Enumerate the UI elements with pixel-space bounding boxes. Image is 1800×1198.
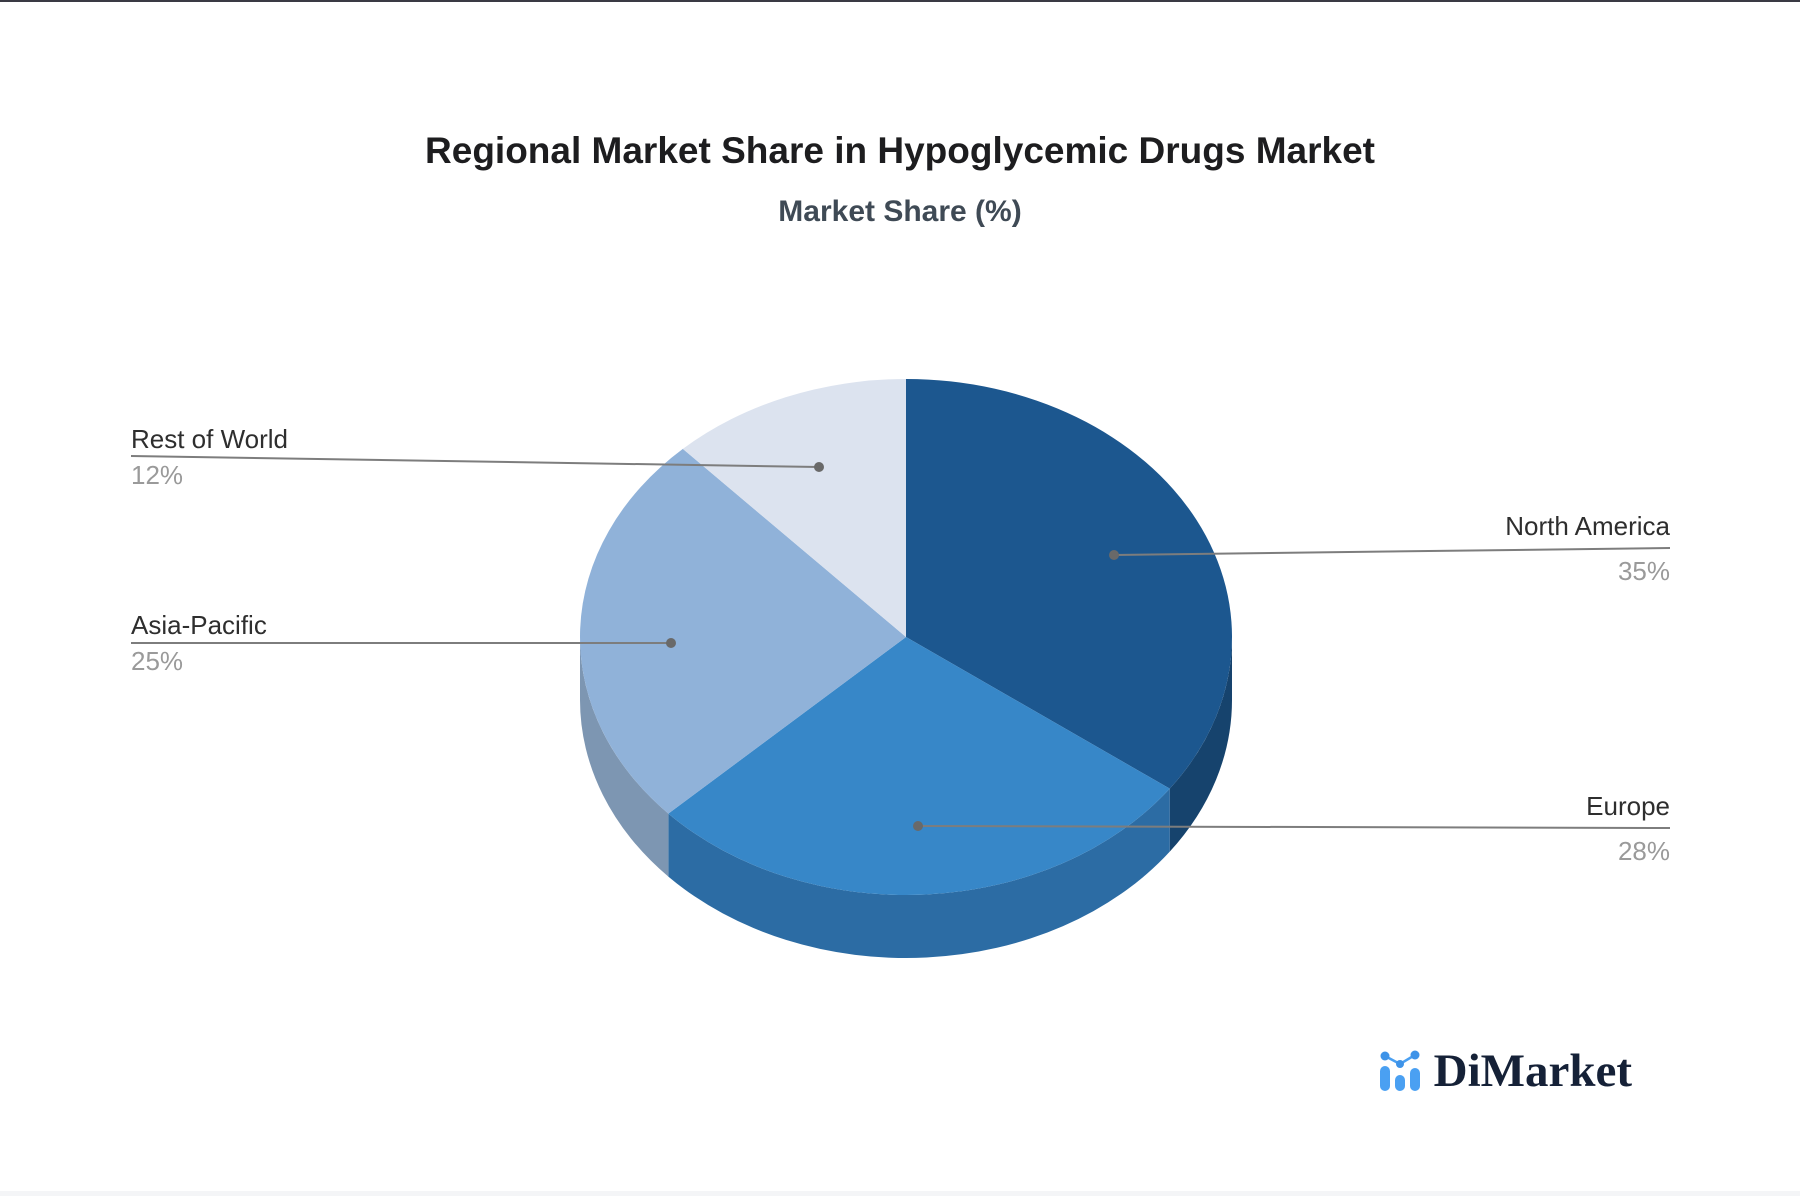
leader-line-rest-of-world: [130, 455, 820, 468]
pie-slice-side-asia-pacific: [580, 637, 669, 877]
leader-line-europe: [917, 825, 1671, 829]
slice-label-europe: Europe: [1586, 791, 1670, 821]
logo-text: DiMarket: [1433, 1045, 1632, 1097]
dimarket-logo: DiMarket: [1378, 1037, 1632, 1097]
bottom-edge-strip: [0, 1191, 1800, 1196]
pie-depth-sides: [580, 637, 1232, 958]
slice-label-north-america: North America: [1505, 511, 1670, 541]
leader-line-north-america: [1113, 547, 1671, 556]
leader-dot-asia-pacific: [666, 638, 676, 648]
bar-chart-logo-icon: [1379, 1050, 1420, 1091]
slice-percent-north-america: 35%: [1617, 556, 1670, 586]
pie-slice-europe[interactable]: [668, 637, 1170, 895]
chart-subtitle: Market Share (%): [778, 195, 1022, 228]
pie-slice-rest-of-world[interactable]: [682, 379, 906, 637]
leader-lines: [130, 455, 1671, 829]
leader-dot-north-america: [1109, 550, 1119, 560]
pie-slice-north-america[interactable]: [906, 379, 1232, 789]
slice-percent-asia-pacific: 25%: [131, 646, 184, 676]
leader-dots: [666, 462, 1119, 831]
pie-slices: [579, 379, 1232, 895]
leader-dot-europe: [913, 821, 923, 831]
slice-percent-rest-of-world: 12%: [131, 460, 184, 490]
leader-dot-rest-of-world: [814, 462, 824, 472]
chart-title: Regional Market Share in Hypoglycemic Dr…: [425, 130, 1375, 171]
pie-slice-side-north-america: [1169, 637, 1232, 852]
slice-label-asia-pacific: Asia-Pacific: [131, 610, 267, 640]
pie-slice-side-europe: [668, 788, 1170, 958]
pie-slice-asia-pacific[interactable]: [579, 448, 906, 814]
slice-label-rest-of-world: Rest of World: [131, 424, 289, 454]
slice-percent-europe: 28%: [1617, 836, 1670, 866]
